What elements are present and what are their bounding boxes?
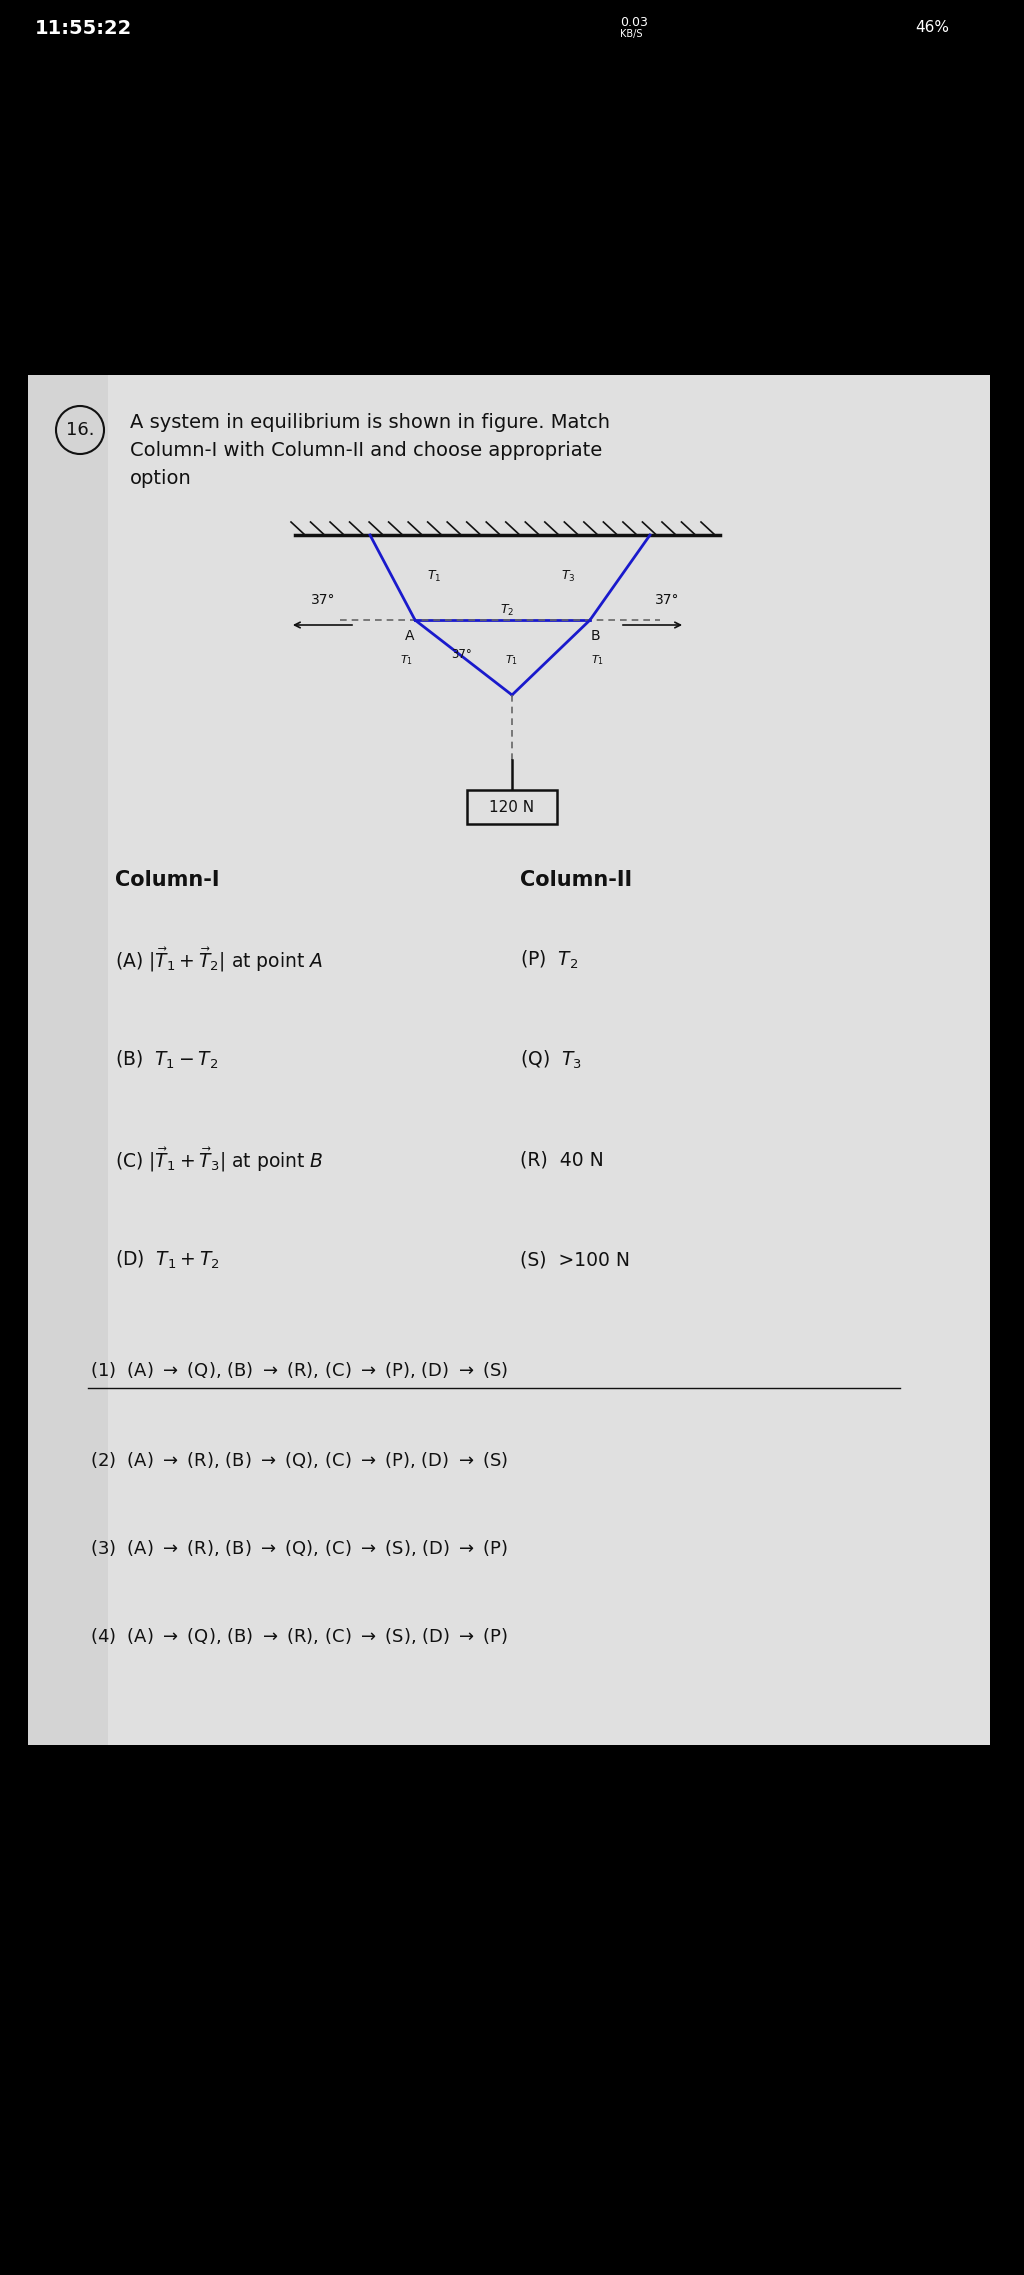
Text: (R)  40 N: (R) 40 N [520, 1151, 604, 1169]
Text: Column-I: Column-I [115, 869, 219, 890]
Text: 0.03: 0.03 [620, 16, 648, 30]
Text: (P)  $T_2$: (P) $T_2$ [520, 949, 579, 971]
Bar [28, 375, 990, 1745]
Bar [28, 375, 108, 1745]
Text: $T_2$: $T_2$ [500, 603, 514, 617]
Bar [467, 789, 557, 824]
Text: (4)  (A) $\rightarrow$ (Q), (B) $\rightarrow$ (R), (C) $\rightarrow$ (S), (D) $\: (4) (A) $\rightarrow$ (Q), (B) $\rightar… [90, 1627, 508, 1647]
Text: (B)  $T_1 - T_2$: (B) $T_1 - T_2$ [115, 1049, 218, 1072]
Text: (2)  (A) $\rightarrow$ (R), (B) $\rightarrow$ (Q), (C) $\rightarrow$ (P), (D) $\: (2) (A) $\rightarrow$ (R), (B) $\rightar… [90, 1449, 508, 1470]
Text: 11:55:22: 11:55:22 [35, 18, 132, 36]
Text: 37°: 37° [310, 594, 335, 607]
Text: B: B [590, 628, 600, 644]
Text: $T_1$: $T_1$ [506, 653, 518, 667]
Bar [0, 1745, 1024, 2275]
Text: KB/S: KB/S [620, 30, 642, 39]
Text: $T_1$: $T_1$ [427, 569, 441, 585]
Text: (3)  (A) $\rightarrow$ (R), (B) $\rightarrow$ (Q), (C) $\rightarrow$ (S), (D) $\: (3) (A) $\rightarrow$ (R), (B) $\rightar… [90, 1538, 508, 1558]
Text: 120 N: 120 N [489, 799, 535, 814]
Text: Column-II: Column-II [520, 869, 632, 890]
Text: 46%: 46% [915, 20, 949, 36]
Text: $T_3$: $T_3$ [561, 569, 575, 585]
Text: A: A [406, 628, 415, 644]
Text: (S)  >100 N: (S) >100 N [520, 1251, 630, 1269]
Text: 37°: 37° [452, 648, 472, 662]
Text: (Q)  $T_3$: (Q) $T_3$ [520, 1049, 582, 1072]
Text: option: option [130, 469, 191, 487]
Text: (1)  (A) $\rightarrow$ (Q), (B) $\rightarrow$ (R), (C) $\rightarrow$ (P), (D) $\: (1) (A) $\rightarrow$ (Q), (B) $\rightar… [90, 1360, 508, 1381]
Text: 37°: 37° [655, 594, 680, 607]
Text: Column-I with Column-II and choose appropriate: Column-I with Column-II and choose appro… [130, 441, 602, 460]
Text: $T_1$: $T_1$ [592, 653, 604, 667]
Text: (A) $|\vec{T}_1 + \vec{T}_2|$ at point $A$: (A) $|\vec{T}_1 + \vec{T}_2|$ at point $… [115, 946, 324, 974]
Text: (D)  $T_1 + T_2$: (D) $T_1 + T_2$ [115, 1249, 220, 1272]
Text: $T_1$: $T_1$ [400, 653, 414, 667]
Text: A system in equilibrium is shown in figure. Match: A system in equilibrium is shown in figu… [130, 412, 610, 432]
Text: (C) $|\vec{T}_1 + \vec{T}_3|$ at point $B$: (C) $|\vec{T}_1 + \vec{T}_3|$ at point $… [115, 1147, 324, 1174]
Text: 16.: 16. [66, 421, 94, 439]
